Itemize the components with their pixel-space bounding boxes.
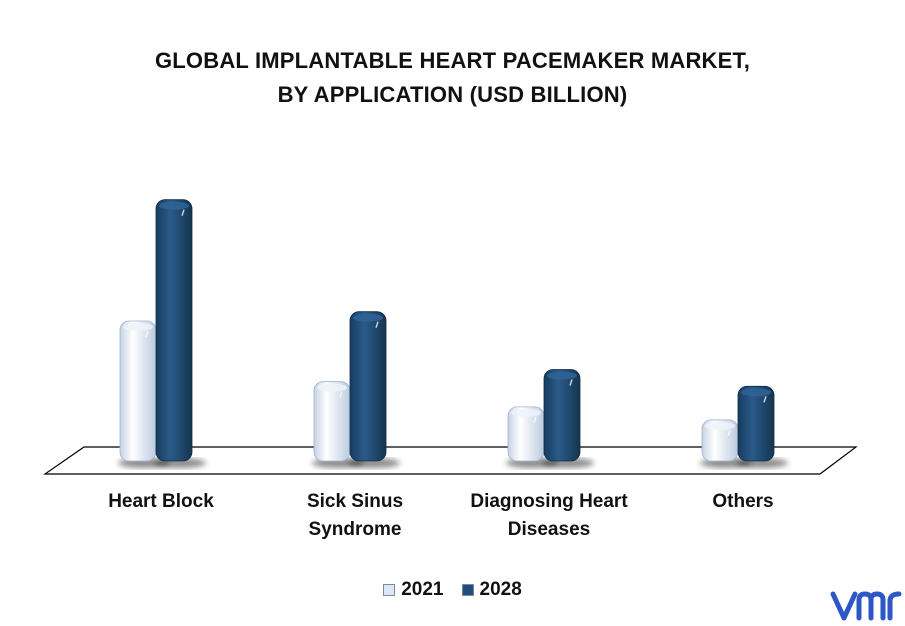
legend-label-2021: 2021	[401, 579, 444, 600]
bar-2028-1	[348, 311, 400, 468]
category-label-3-line-0: Others	[712, 491, 774, 512]
legend-label-2028: 2028	[479, 579, 522, 600]
category-label-1-line-1: Syndrome	[308, 519, 402, 540]
bars-layer	[118, 199, 788, 468]
category-label-0: Heart Block	[61, 488, 261, 516]
chart-title-line-1: GLOBAL IMPLANTABLE HEART PACEMAKER MARKE…	[154, 48, 751, 73]
category-label-2-line-1: Diseases	[507, 519, 591, 540]
chart-floor	[43, 446, 858, 475]
category-label-2: Diagnosing Heart Diseases	[449, 488, 649, 544]
bar-2021-2	[506, 406, 558, 468]
bar-2021-1	[312, 381, 364, 468]
legend-swatch-2021	[383, 584, 396, 596]
legend-item-2028: 2028	[461, 579, 522, 601]
category-label-1: Sick Sinus Syndrome	[255, 488, 455, 544]
category-label-1-line-0: Sick Sinus	[306, 491, 404, 512]
bar-2021-3	[700, 419, 752, 468]
legend: 2021 2028	[0, 579, 905, 601]
category-label-2-line-0: Diagnosing Heart	[470, 491, 628, 512]
chart-title-line-2: BY APPLICATION (USD BILLION)	[277, 82, 628, 107]
category-label-3: Others	[643, 488, 843, 516]
chart-title: GLOBAL IMPLANTABLE HEART PACEMAKER MARKE…	[0, 44, 905, 112]
bar-2028-0	[154, 199, 206, 468]
category-label-0-line-0: Heart Block	[108, 491, 214, 512]
vmr-logo-icon	[830, 591, 902, 621]
bar-2028-2	[542, 369, 594, 468]
bar-2028-3	[736, 385, 788, 468]
legend-swatch-2028	[461, 584, 474, 596]
legend-item-2021: 2021	[383, 579, 444, 601]
